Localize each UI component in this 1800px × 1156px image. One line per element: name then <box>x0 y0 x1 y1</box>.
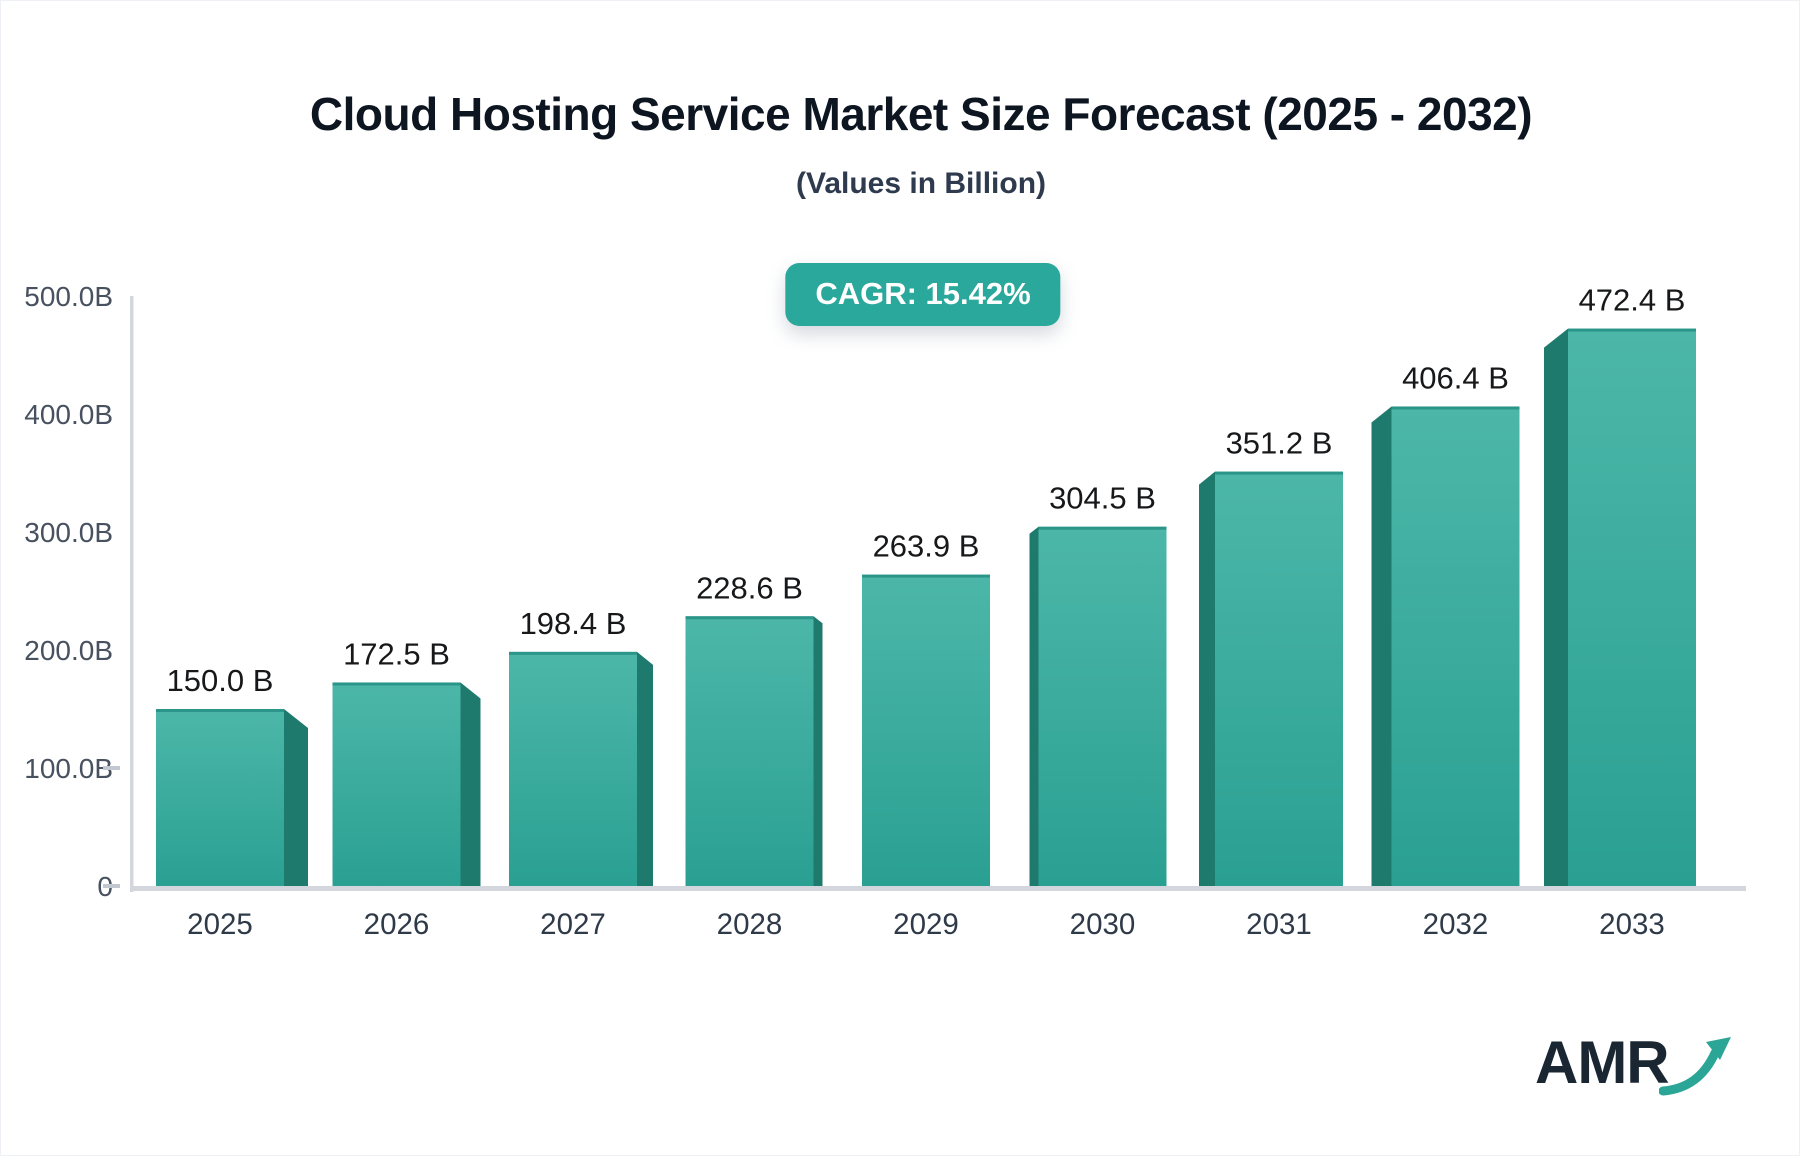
amr-logo-text: AMR <box>1535 1029 1670 1096</box>
bar-group-2031: 351.2 B 2031 <box>1199 426 1343 941</box>
bar-value-label: 150.0 B <box>167 663 274 698</box>
bar-group-2032: 406.4 B 2032 <box>1371 360 1520 941</box>
bar-value-label: 228.6 B <box>696 570 803 605</box>
x-axis-label: 2027 <box>540 908 606 941</box>
bar-group-2030: 304.5 B 2030 <box>1029 481 1167 941</box>
bar-value-label: 351.2 B <box>1226 426 1333 461</box>
x-axis-label: 2026 <box>364 908 430 941</box>
bar-side <box>1029 526 1039 886</box>
x-axis-label: 2030 <box>1070 908 1136 941</box>
bar-side <box>637 651 653 886</box>
growth-arrow-icon <box>1658 1037 1731 1096</box>
bar-side <box>813 616 823 886</box>
y-axis-tick <box>103 766 120 770</box>
bar-value-label: 198.4 B <box>520 606 627 641</box>
x-axis-line <box>130 886 1746 891</box>
y-axis-label: 200.0B <box>24 635 113 666</box>
bar-group-2029: 263.9 B 2029 <box>862 529 990 941</box>
x-axis-label: 2029 <box>893 908 959 941</box>
x-axis-label: 2028 <box>717 908 783 941</box>
bar-value-label: 406.4 B <box>1402 360 1509 395</box>
bar-group-2027: 198.4 B 2027 <box>509 606 653 941</box>
bar-group-2026: 172.5 B 2026 <box>332 636 481 941</box>
bar-front <box>1391 406 1520 886</box>
bar-front <box>509 651 637 886</box>
bar-front <box>685 616 814 886</box>
chart-subtitle: (Values in Billion) <box>795 167 1047 200</box>
y-axis-label: 400.0B <box>24 399 113 430</box>
x-axis-label: 2025 <box>187 908 253 941</box>
bar-group-2025: 150.0 B 2025 <box>156 663 308 941</box>
x-axis-label: 2032 <box>1423 908 1489 941</box>
cagr-badge: CAGR: 15.42% <box>785 263 1061 326</box>
bar-front <box>1215 471 1343 886</box>
y-axis-tick <box>103 884 120 888</box>
bar-value-label: 263.9 B <box>873 529 980 564</box>
y-axis-line <box>130 296 134 892</box>
bar-value-label: 172.5 B <box>343 636 450 671</box>
bar-side <box>284 709 308 886</box>
amr-logo: AMR <box>1535 1033 1735 1097</box>
y-axis-label: 100.0B <box>24 753 113 784</box>
bar-front <box>156 709 284 886</box>
bar-front <box>1568 328 1696 886</box>
y-axis-label: 300.0B <box>24 517 113 548</box>
y-axis-label: 500.0B <box>24 281 113 312</box>
x-axis-label: 2033 <box>1599 908 1665 941</box>
bar-side <box>460 682 481 886</box>
bar-value-label: 472.4 B <box>1579 283 1686 318</box>
bar-group-2033: 472.4 B 2033 <box>1544 283 1696 941</box>
bar-front <box>862 574 990 886</box>
bar-front <box>332 682 461 886</box>
bar-group-2028: 228.6 B 2028 <box>685 570 823 941</box>
bar-front <box>1038 526 1167 886</box>
chart-title: Cloud Hosting Service Market Size Foreca… <box>309 88 1533 140</box>
bar-side <box>1544 328 1568 886</box>
bar-side <box>1371 406 1392 886</box>
bar-side <box>1199 471 1215 886</box>
bar-value-label: 304.5 B <box>1049 481 1156 516</box>
x-axis-label: 2031 <box>1246 908 1312 941</box>
